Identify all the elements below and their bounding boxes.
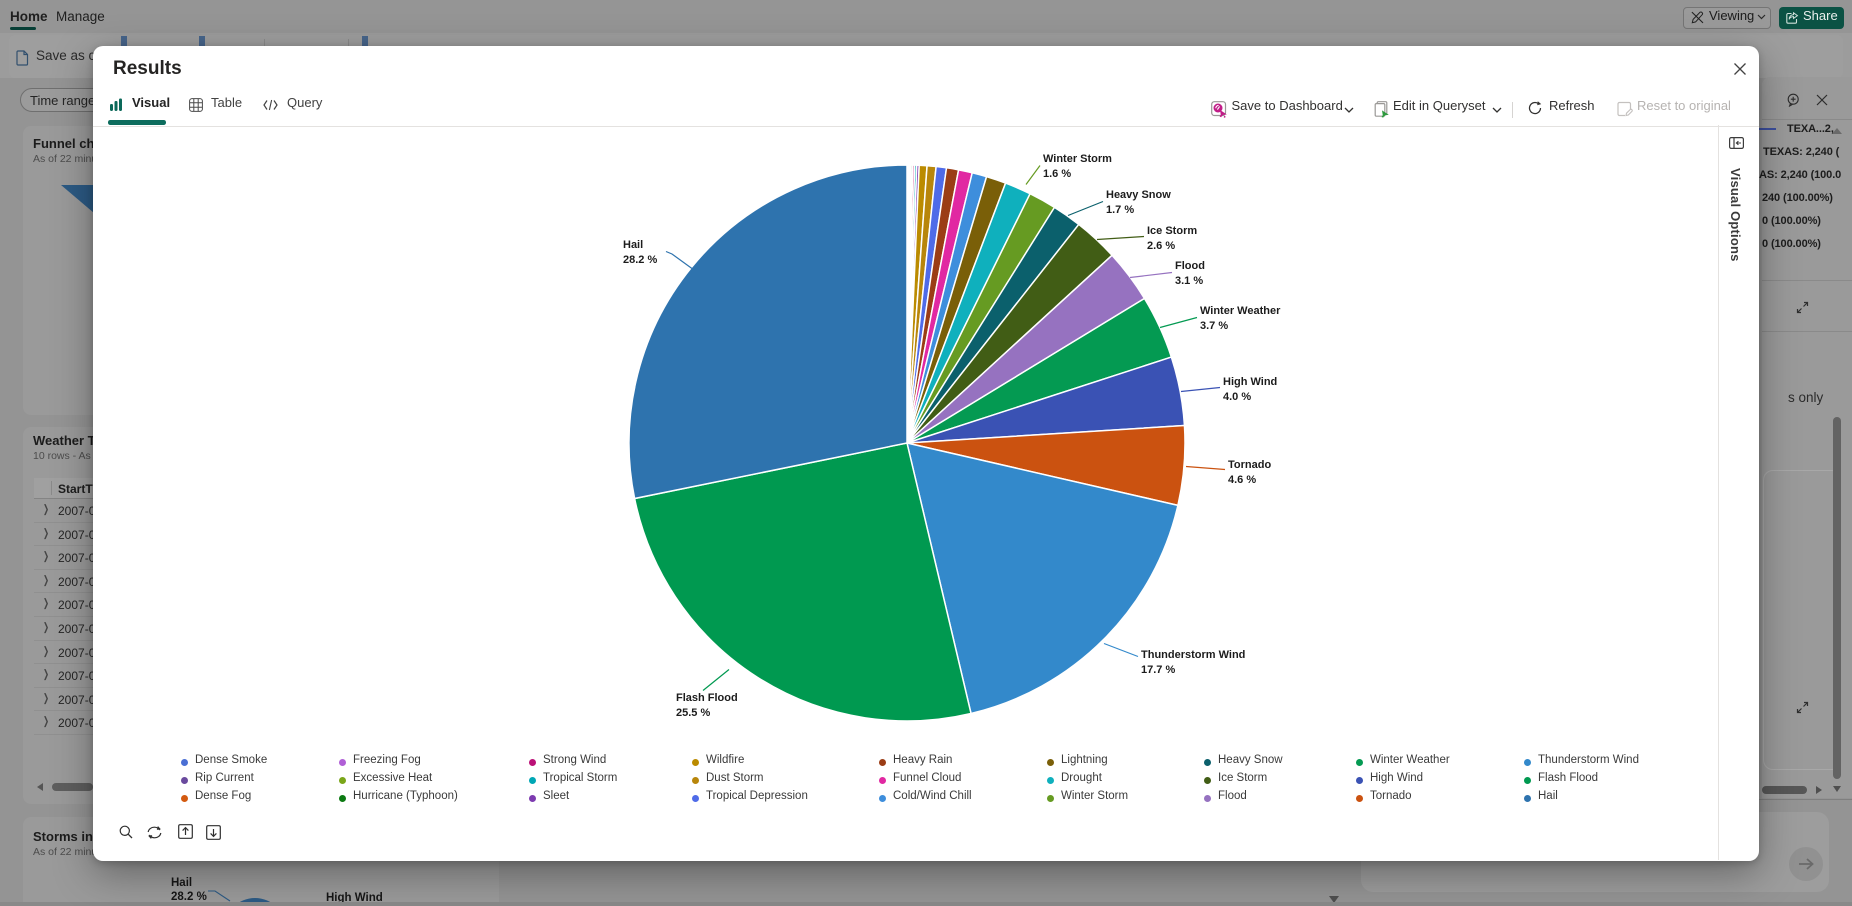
svg-text:Flash Flood: Flash Flood (676, 692, 738, 704)
svg-text:Thunderstorm Wind: Thunderstorm Wind (1141, 649, 1245, 661)
svg-text:4.6 %: 4.6 % (1228, 474, 1256, 486)
svg-text:17.7 %: 17.7 % (1141, 664, 1175, 676)
svg-text:2.6 %: 2.6 % (1147, 240, 1175, 252)
svg-text:Winter Weather: Winter Weather (1200, 305, 1281, 317)
svg-text:1.6 %: 1.6 % (1043, 168, 1071, 180)
svg-text:3.1 %: 3.1 % (1175, 275, 1203, 287)
svg-text:25.5 %: 25.5 % (676, 707, 710, 719)
svg-text:Flood: Flood (1175, 260, 1205, 272)
svg-text:28.2 %: 28.2 % (623, 254, 657, 266)
svg-text:Heavy Snow: Heavy Snow (1106, 189, 1171, 201)
svg-text:High Wind: High Wind (1223, 376, 1277, 388)
svg-text:Ice Storm: Ice Storm (1147, 225, 1197, 237)
svg-text:Tornado: Tornado (1228, 459, 1271, 471)
svg-text:Winter Storm: Winter Storm (1043, 153, 1112, 165)
svg-text:1.7 %: 1.7 % (1106, 204, 1134, 216)
svg-text:4.0 %: 4.0 % (1223, 391, 1251, 403)
svg-text:3.7 %: 3.7 % (1200, 320, 1228, 332)
svg-text:Hail: Hail (623, 239, 643, 251)
